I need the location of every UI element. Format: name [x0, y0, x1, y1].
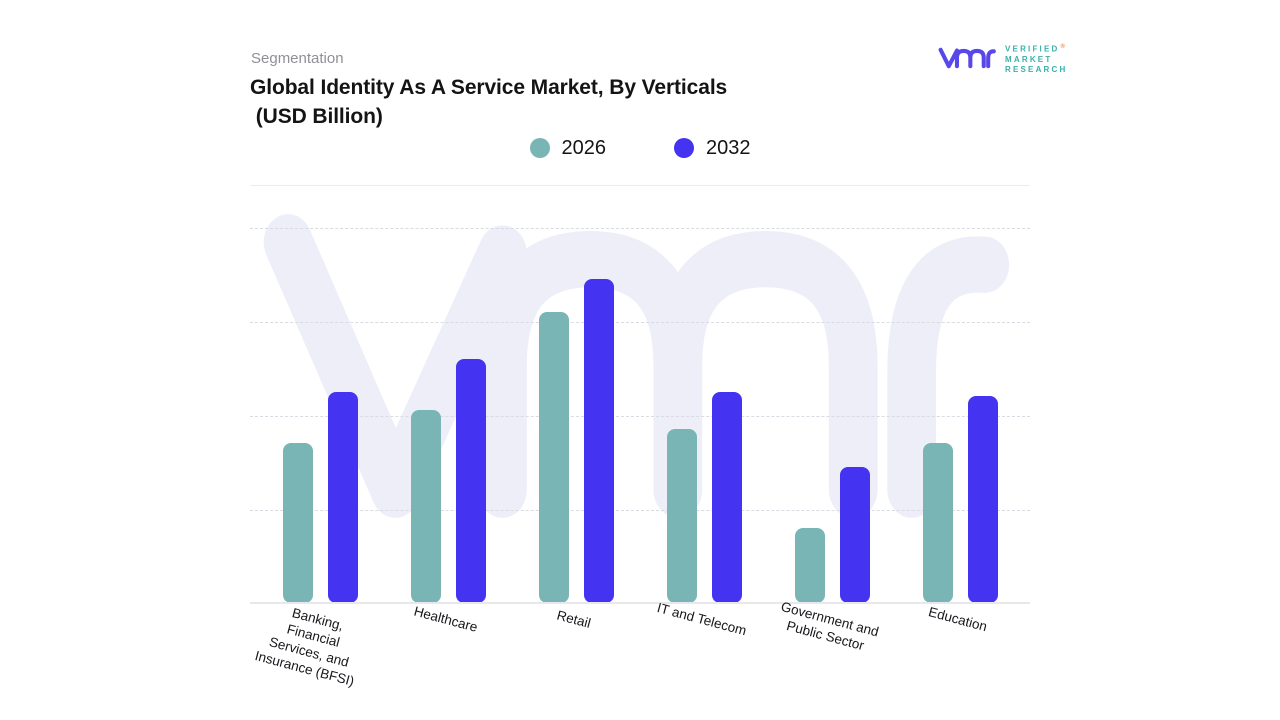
- logo-word-research: RESEARCH: [1005, 64, 1068, 74]
- eyebrow-label: Segmentation: [251, 50, 344, 67]
- legend-dot-icon: [529, 138, 550, 158]
- legend-dot-icon: [674, 138, 694, 158]
- bar-group: [384, 186, 512, 603]
- bar-2032: [839, 467, 870, 603]
- logo-word-verified: VERIFIED: [1005, 44, 1060, 54]
- bar-2026: [410, 410, 441, 603]
- gridline: [250, 510, 1030, 512]
- legend-label: 2026: [561, 136, 607, 159]
- vmr-logo-icon: [938, 46, 996, 70]
- bar-2032: [711, 392, 742, 603]
- bar-group: [640, 186, 768, 603]
- bar-2026: [794, 528, 825, 603]
- chart-title-line2: (USD Billion): [250, 105, 383, 128]
- bar-2032: [327, 392, 358, 603]
- registered-trademark-icon: ®: [1060, 44, 1065, 50]
- logo-word-market: MARKET: [1005, 54, 1053, 64]
- bar-group: [256, 186, 384, 603]
- bar-group: [768, 186, 896, 603]
- gridline: [250, 416, 1030, 418]
- chart-title-line1: Global Identity As A Service Market, By …: [250, 76, 728, 99]
- bar-2032: [583, 279, 614, 603]
- legend: 2026 2032: [250, 134, 1030, 162]
- gridline: [250, 228, 1030, 230]
- bar-2032: [455, 359, 486, 603]
- bar-2026: [922, 443, 953, 603]
- bar-2026: [282, 443, 313, 603]
- bar-2026: [666, 429, 697, 603]
- chart-area: Banking, Financial Services, and Insuran…: [250, 185, 1030, 689]
- legend-item-2032: 2032: [674, 137, 751, 160]
- bar-2026: [538, 312, 569, 603]
- chart-title: Global Identity As A Service Market, By …: [250, 73, 727, 131]
- legend-label: 2032: [706, 136, 751, 159]
- gridline: [250, 322, 1030, 324]
- vmr-logo: VERIFIED® MARKET RESEARCH: [938, 42, 1068, 75]
- x-axis-line: [250, 602, 1030, 604]
- vmr-logo-text: VERIFIED® MARKET RESEARCH: [1005, 42, 1068, 75]
- bar-group: [512, 186, 640, 603]
- bar-group: [896, 186, 1024, 603]
- legend-item-2026: 2026: [529, 136, 607, 160]
- bar-2032: [967, 396, 998, 603]
